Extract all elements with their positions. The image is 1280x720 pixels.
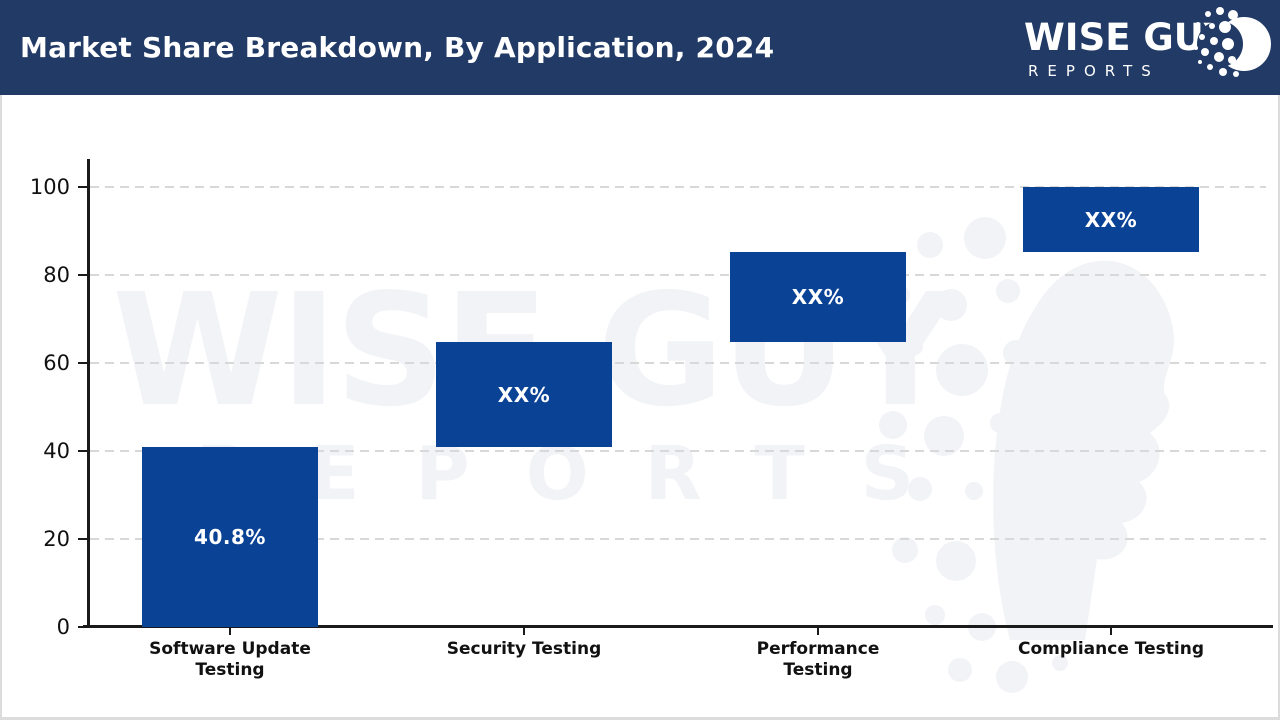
bar-label: XX% (497, 382, 551, 407)
y-tick-label: 40 (43, 439, 70, 463)
y-tick-label: 100 (29, 175, 70, 199)
bar (730, 252, 906, 342)
x-category-label: Software Update Testing (90, 639, 370, 681)
x-category-label-line: Software Update (149, 639, 311, 659)
gridline (90, 274, 1266, 276)
x-category-label-line: Performance (756, 639, 880, 659)
x-category-label: Security Testing (384, 639, 664, 660)
bar-label: 40.8% (194, 525, 266, 550)
x-category-label-line: Testing (783, 660, 853, 680)
x-tick-mark (229, 628, 231, 635)
y-tick-mark (78, 362, 87, 364)
chart-area: WISE GUY REPORTS 0 20 40 60 80 100 40.8% Softwa… (0, 95, 1280, 720)
y-tick-mark (78, 538, 87, 540)
brand-logo: WISE GUY REPORTS (1022, 4, 1272, 94)
x-tick-mark (523, 628, 525, 635)
page-title: Market Share Breakdown, By Application, … (20, 31, 775, 64)
x-category-label-line: Testing (195, 660, 265, 680)
wise-guy-logo-icon: WISE GUY REPORTS (1024, 7, 1271, 80)
gridline (90, 186, 1266, 188)
x-tick-mark (817, 628, 819, 635)
bar (142, 447, 318, 627)
y-tick-mark (78, 450, 87, 452)
gridline (90, 538, 1266, 540)
bar (1023, 187, 1199, 253)
gridline (90, 362, 1266, 364)
x-category-label: Compliance Testing (971, 639, 1251, 660)
y-tick-label: 80 (43, 263, 70, 287)
x-category-label-line: Compliance Testing (1017, 639, 1204, 659)
y-tick-mark (78, 626, 87, 628)
bar (436, 341, 612, 448)
x-tick-mark (1110, 628, 1112, 635)
bar-label: XX% (791, 285, 845, 309)
y-axis (87, 159, 90, 628)
y-tick-label: 0 (56, 615, 70, 639)
x-axis (83, 625, 1273, 628)
y-tick-label: 20 (43, 527, 70, 551)
x-category-label-line: Security Testing (446, 639, 602, 659)
bar-label: XX% (1084, 207, 1138, 232)
y-tick-mark (78, 274, 87, 276)
y-tick-mark (78, 186, 87, 188)
logo-line2: REPORTS (1028, 62, 1160, 80)
gridline (90, 450, 1266, 452)
header: Market Share Breakdown, By Application, … (0, 0, 1280, 95)
logo-face-icon (1194, 7, 1271, 77)
y-tick-label: 60 (43, 351, 70, 375)
x-category-label: Performance Testing (678, 639, 958, 681)
